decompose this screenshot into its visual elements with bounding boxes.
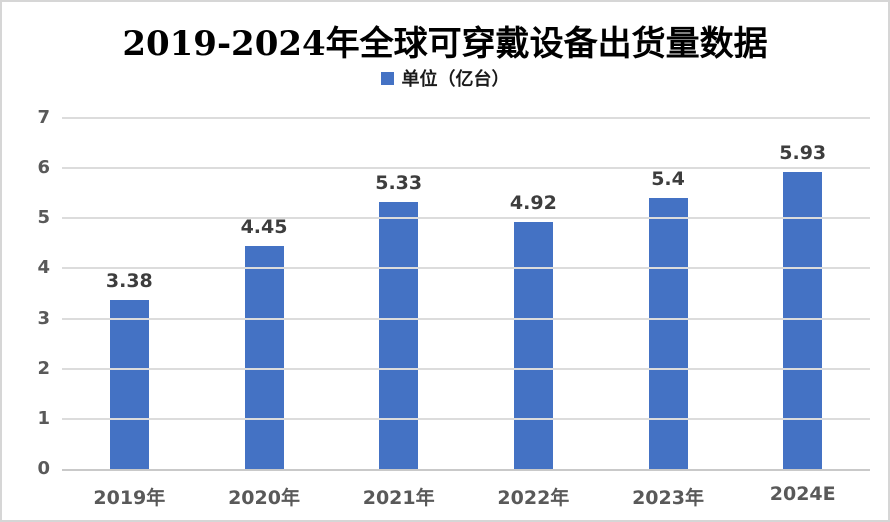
y-tick-label: 5: [37, 207, 50, 229]
x-tick-label: 2022年: [497, 487, 570, 509]
legend: 单位（亿台）: [2, 65, 888, 91]
gridline: [62, 417, 870, 420]
bar-value-label: 4.45: [240, 215, 288, 238]
bar: [379, 201, 419, 469]
x-tick-label: 2020年: [228, 487, 300, 509]
bar-value-label: 5.93: [779, 141, 827, 164]
bars-row: 3.38 4.45 5.33 4.92 5.4 5.93: [62, 118, 870, 469]
gridline: [62, 367, 870, 370]
gridline: [62, 267, 870, 270]
bar: [648, 198, 688, 469]
gridline: [62, 317, 870, 320]
bar-value-label: 4.92: [509, 192, 557, 215]
y-tick-label: 1: [37, 407, 50, 429]
chart-title: 2019-2024年全球可穿戴设备出货量数据: [122, 24, 768, 64]
bar: [109, 299, 149, 469]
plot-area: 3.38 4.45 5.33 4.92 5.4 5.93: [62, 117, 870, 471]
bar-group: 5.33: [331, 118, 466, 469]
y-tick-label: 6: [37, 157, 50, 179]
bar-value-label: 5.4: [651, 168, 685, 191]
x-tick-label: 2019年: [93, 487, 166, 509]
y-axis: 0 1 2 3 4 5 6 7: [2, 108, 50, 479]
gridline: [62, 167, 870, 170]
bar-group: 5.4: [601, 118, 736, 469]
bar-group: 5.93: [735, 118, 870, 469]
y-tick-label: 4: [37, 257, 50, 279]
y-tick-label: 7: [37, 107, 50, 128]
bar-group: 3.38: [62, 118, 197, 469]
y-tick-label: 3: [37, 307, 50, 329]
bar-value-label: 3.38: [105, 269, 153, 292]
bar: [244, 245, 284, 469]
y-tick-label: 0: [37, 458, 50, 479]
x-tick-label: 2024E: [769, 483, 836, 505]
x-axis: 2019年 2020年 2021年 2022年 2023年 2024E: [62, 483, 870, 510]
bar-group: 4.45: [197, 118, 332, 469]
legend-label: 单位（亿台）: [401, 69, 510, 90]
bar: [783, 171, 823, 469]
bar-value-label: 5.33: [375, 171, 423, 194]
legend-swatch-icon: [380, 71, 394, 85]
x-tick-label: 2021年: [362, 487, 435, 509]
gridline: [62, 117, 870, 119]
bar: [513, 222, 553, 469]
gridline: [62, 217, 870, 220]
y-tick-label: 2: [37, 357, 50, 379]
x-tick-label: 2023年: [632, 487, 704, 509]
bar-group: 4.92: [466, 118, 601, 469]
